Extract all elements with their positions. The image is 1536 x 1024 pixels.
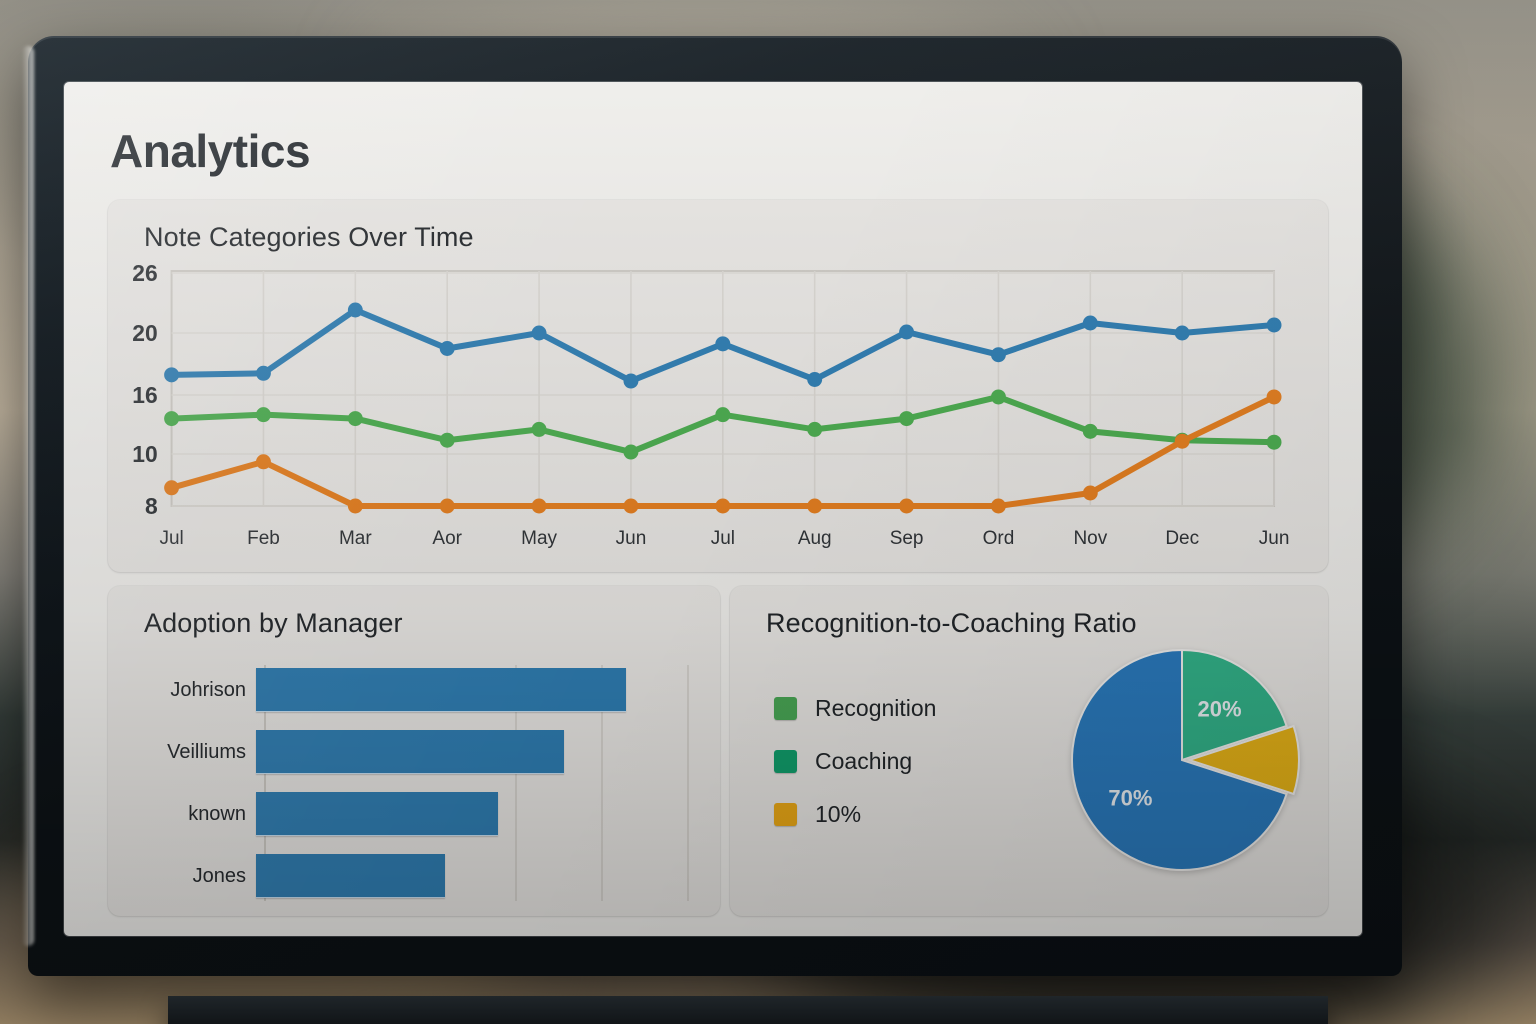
bar-chart-area: Johrison Veilliums known Jones [126,665,696,901]
x-axis-label: Jun [615,528,647,549]
bar-category-label: Jones [192,864,246,887]
adoption-by-manager-card: Adoption by Manager Johrison Veilliums kno… [108,586,720,916]
pie-chart-area: 20% 70% [1060,644,1310,879]
x-axis-label: Aug [797,528,832,549]
bar-track [256,730,696,774]
bar-category-label: Veilliums [167,740,246,763]
legend-label: Coaching [815,748,913,774]
svg-text:26: 26 [132,260,157,286]
bar-chart-gridlines [264,665,696,901]
pie-slice [1185,724,1300,796]
bar-fill[interactable] [256,730,564,774]
legend-color-swatch [774,803,797,826]
x-axis-label: Jul [710,528,735,549]
svg-text:8: 8 [145,493,158,519]
legend-color-swatch [774,697,797,720]
bar-fill[interactable] [256,792,498,836]
x-axis-label: Jun [1258,528,1290,549]
bar-track [256,792,696,836]
pie-slice-label: 20% [1197,696,1241,721]
svg-text:20: 20 [132,320,157,346]
x-axis-label: Feb [247,528,280,549]
bottom-cards-row: Adoption by Manager Johrison Veilliums kno… [108,586,1328,916]
x-axis-label: Ord [982,528,1015,549]
bar-track [256,854,696,898]
bar-chart-row[interactable]: Jones [126,851,696,901]
x-axis-label: Jul [159,528,184,549]
laptop-body: Analytics Note Categories Over Time 26 20… [28,36,1402,1024]
bar-chart-row[interactable]: known [126,789,696,839]
pie-slice-label: 70% [1108,786,1152,811]
legend-label: Recognition [815,695,937,721]
page-title: Analytics [110,125,311,177]
x-axis-label: Sep [889,528,924,549]
bar-track [256,668,696,712]
bar-axis-line [264,665,266,901]
laptop-base [168,996,1328,1024]
pie-slice [1071,648,1288,871]
bar-gridline [514,665,517,901]
bar-gridline [600,665,603,901]
line-chart-svg: 26 20 16 10 8 [132,260,1282,519]
bar-chart-rows: Johrison Veilliums known Jones [126,665,696,901]
bar-chart-row[interactable]: Veilliums [126,727,696,777]
note-categories-title: Note Categories Over Time [144,222,474,252]
recognition-coaching-title: Recognition-to-Coaching Ratio [766,608,1137,638]
svg-text:16: 16 [132,382,157,408]
pie-chart-svg: 20% 70% [1071,648,1300,871]
bar-chart-row[interactable]: Johrison [126,665,696,715]
x-axis-label: May [521,528,558,549]
pie-legend-item[interactable]: Recognition [774,695,1060,722]
pie-legend-item[interactable]: 10% [774,801,1060,828]
svg-text:10: 10 [132,441,157,467]
legend-color-swatch [774,750,797,773]
bar-gridline [687,665,690,901]
pie-chart-legend: Recognition Coaching 10% [760,669,1060,854]
line-chart-area: 26 20 16 10 8 Jul Feb Mar Aor May Jun Jul Aug Sep Ord… [110,259,1289,559]
laptop-screen: Analytics Note Categories Over Time 26 20… [64,82,1362,936]
analytics-page: Analytics Note Categories Over Time 26 20… [64,82,1362,936]
pie-slice [1181,648,1288,762]
x-axis-label: Dec [1165,528,1200,549]
x-axis-label: Aor [432,528,462,549]
legend-label: 10% [815,801,862,827]
bar-fill[interactable] [256,854,446,898]
pie-legend-item[interactable]: Coaching [774,748,1060,775]
x-axis-label: Mar [338,528,372,549]
x-axis-label: Nov [1073,528,1108,549]
bar-category-label: known [188,802,246,825]
pie-chart-body: Recognition Coaching 10% 20% 70% [730,639,1328,884]
recognition-coaching-card: Recognition-to-Coaching Ratio Recognitio… [730,586,1328,916]
bar-category-label: Johrison [170,678,246,701]
note-categories-card: Note Categories Over Time 26 20 16 10 8 Jul F… [108,200,1328,572]
bar-fill[interactable] [256,668,626,712]
line-chart-x-axis-labels: Jul Feb Mar Aor May Jun Jul Aug Sep Ord Nov Dec Jun [64,528,1328,550]
adoption-by-manager-title: Adoption by Manager [144,608,403,638]
